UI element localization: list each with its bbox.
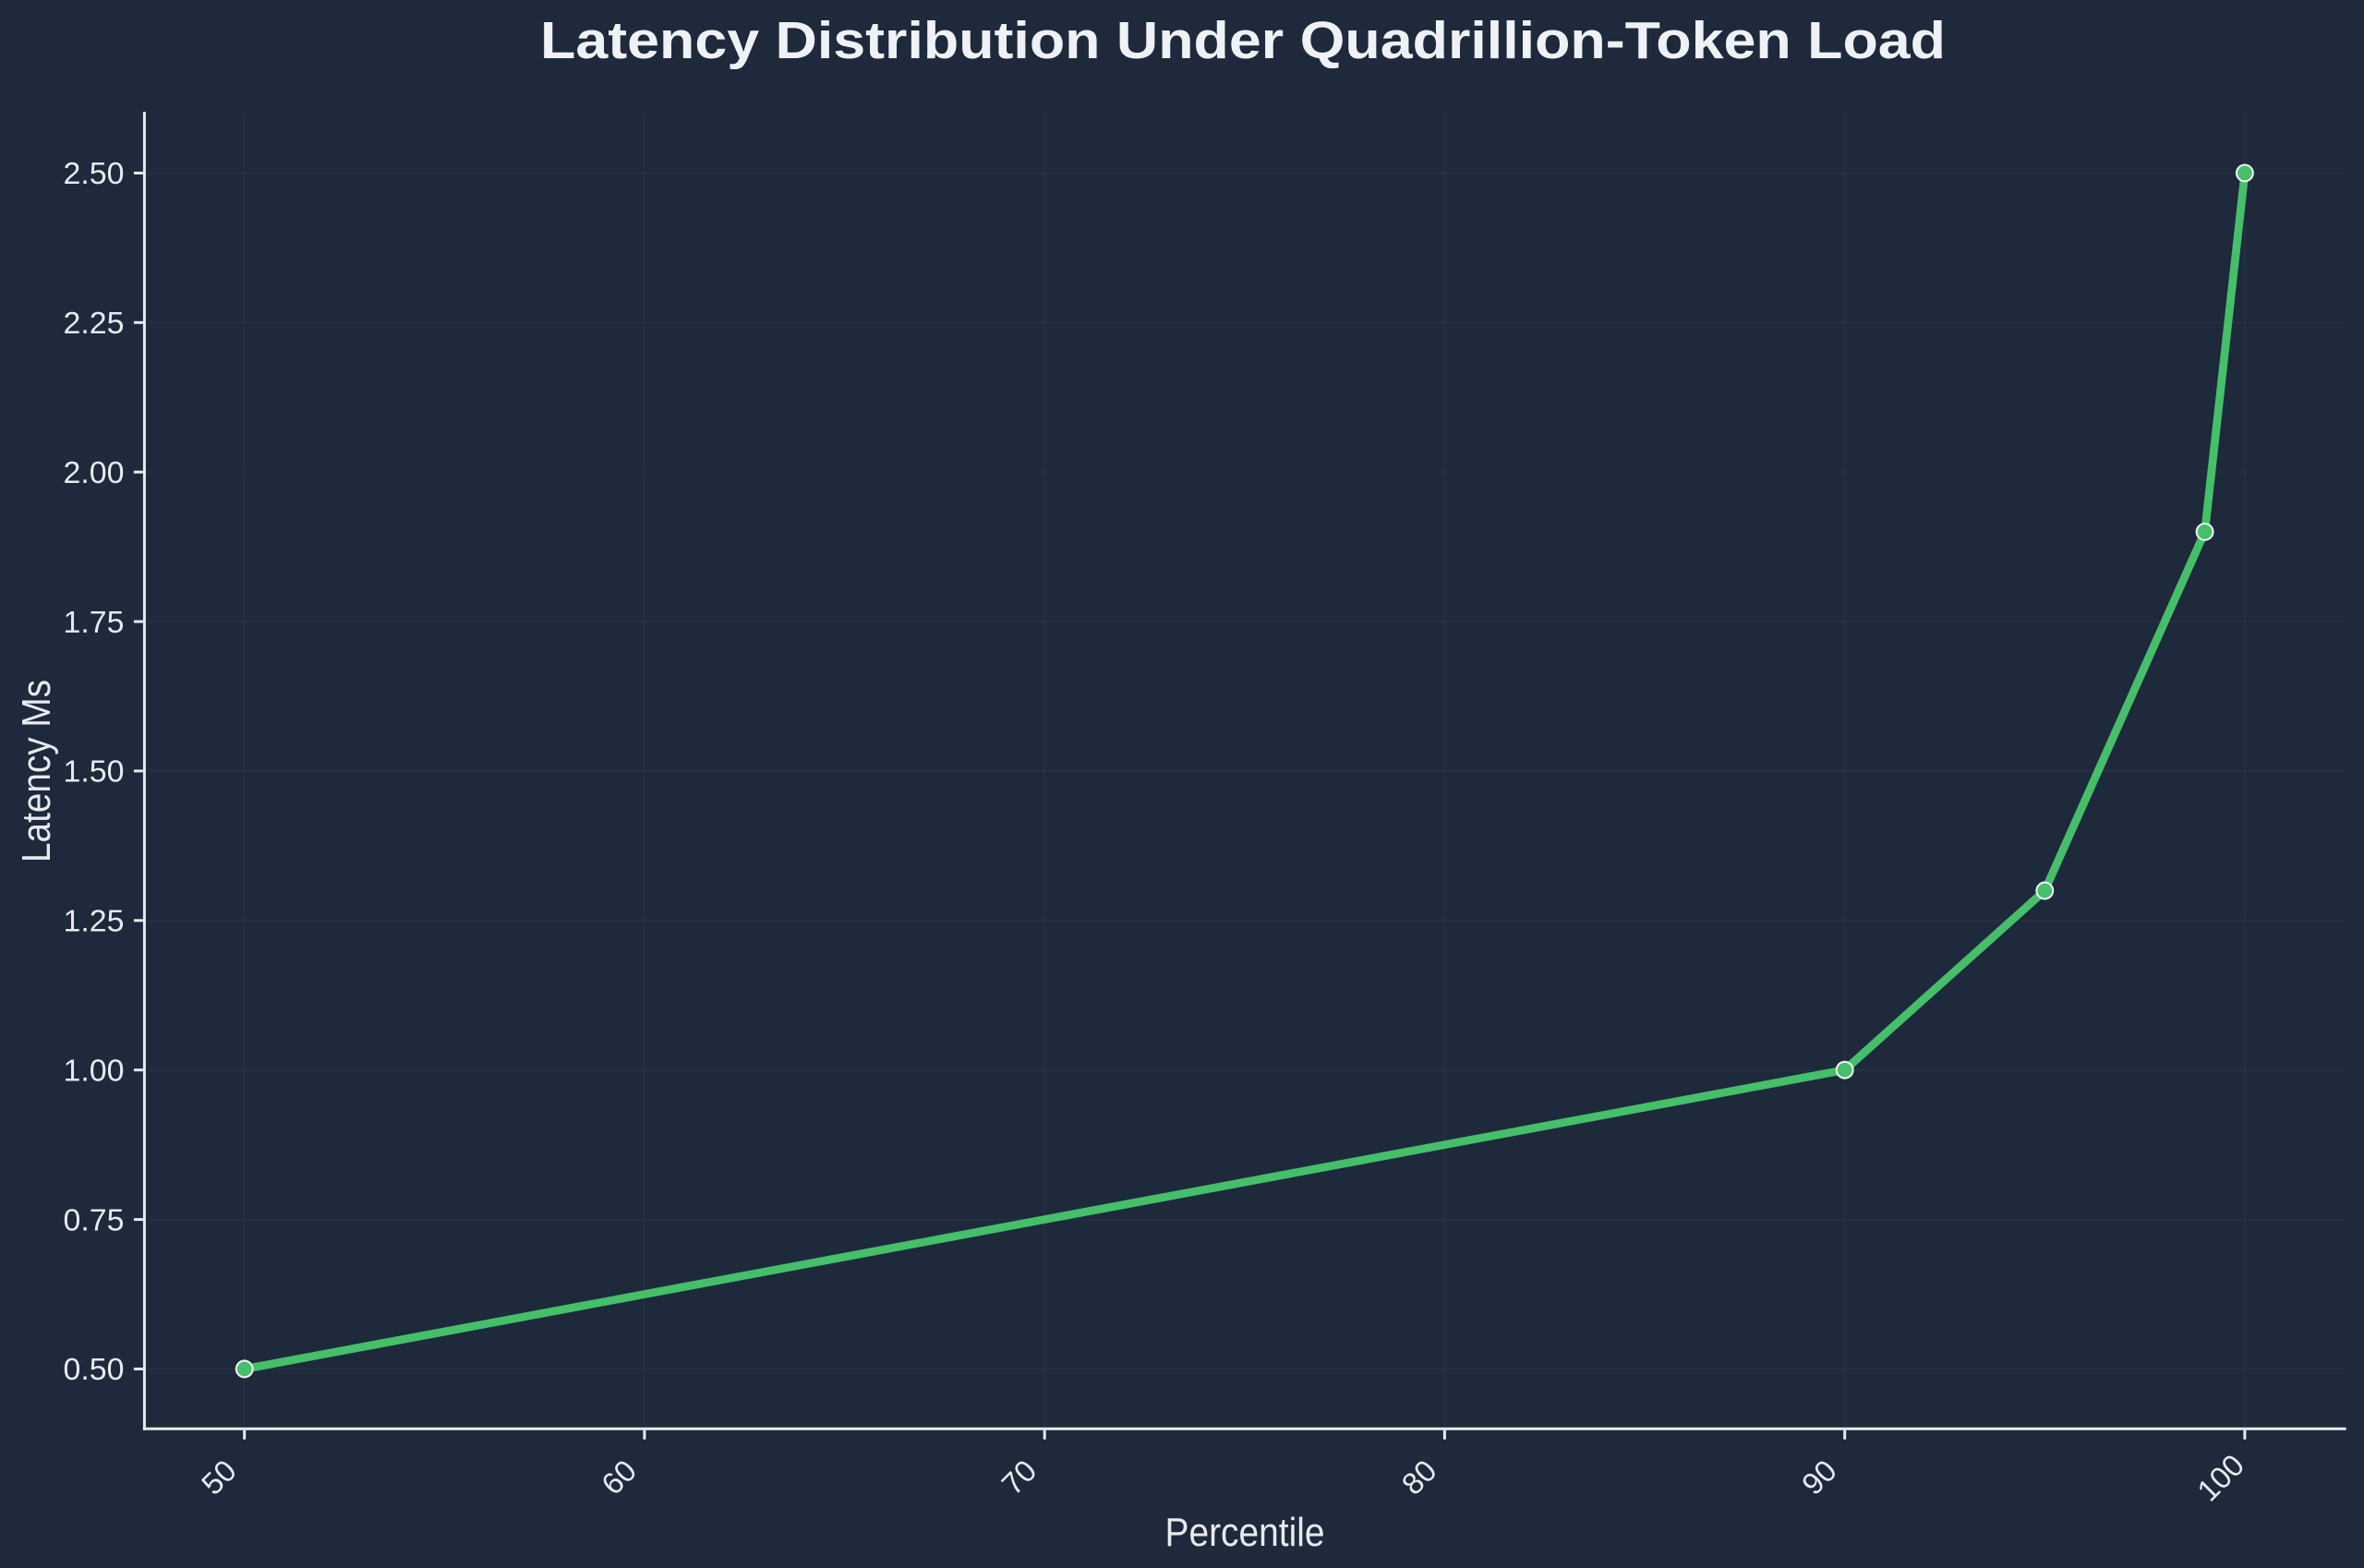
svg-text:1.00: 1.00	[64, 1053, 125, 1087]
svg-text:1.75: 1.75	[64, 605, 125, 639]
svg-text:2.00: 2.00	[64, 455, 125, 489]
svg-text:Latency Ms: Latency Ms	[14, 680, 59, 862]
svg-text:0.50: 0.50	[64, 1352, 125, 1386]
svg-text:Latency Distribution Under Qua: Latency Distribution Under Quadrillion-T…	[540, 11, 1946, 70]
svg-text:0.75: 0.75	[64, 1202, 125, 1236]
svg-text:1.25: 1.25	[64, 904, 125, 938]
svg-text:2.50: 2.50	[64, 156, 125, 190]
svg-text:2.25: 2.25	[64, 306, 125, 340]
svg-text:Percentile: Percentile	[1165, 1510, 1325, 1555]
svg-text:1.50: 1.50	[64, 754, 125, 789]
